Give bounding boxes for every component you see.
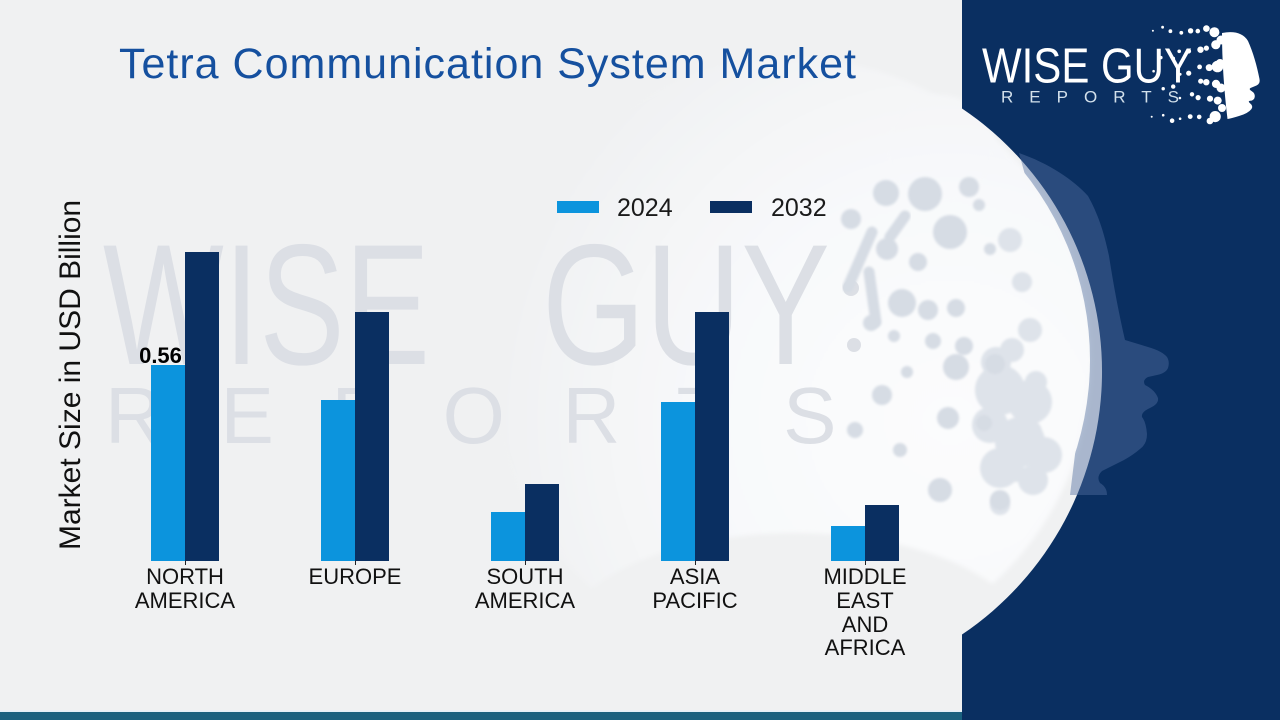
svg-text:WISE GUY: WISE GUY — [982, 40, 1192, 94]
svg-text:REPORTS: REPORTS — [105, 371, 894, 460]
svg-text:GUY: GUY — [542, 209, 830, 401]
